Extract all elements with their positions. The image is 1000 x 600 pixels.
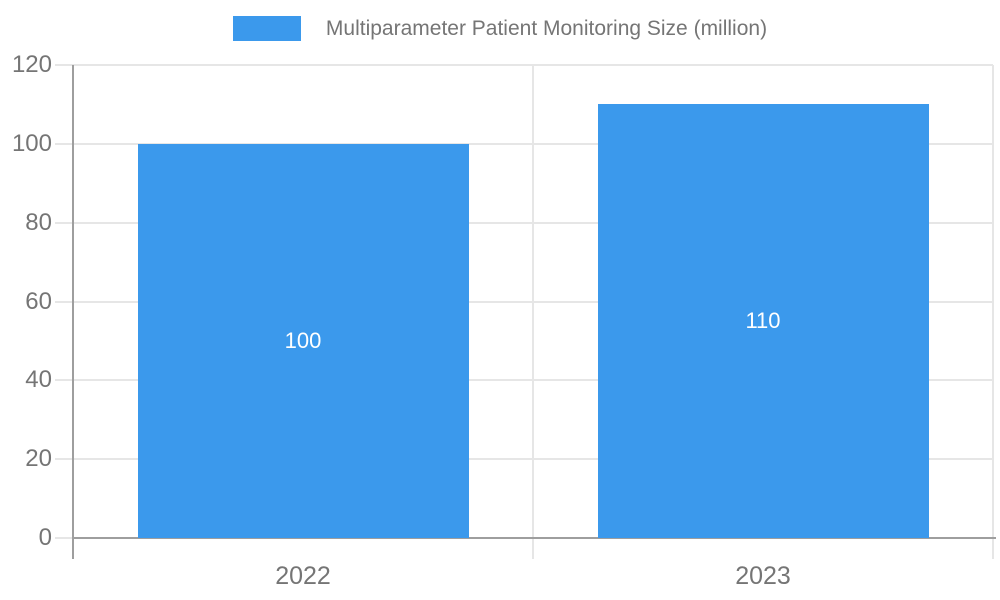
y-tick-label: 60 xyxy=(25,287,52,315)
bar-value-label: 100 xyxy=(284,327,322,353)
legend-swatch xyxy=(232,16,301,41)
gridline-vertical xyxy=(992,65,994,559)
y-tick-label: 100 xyxy=(11,129,52,157)
gridline-horizontal xyxy=(55,379,993,382)
y-tick-label: 0 xyxy=(38,524,52,551)
y-tick-label: 20 xyxy=(25,445,52,473)
y-tick-label: 120 xyxy=(11,51,52,78)
bar xyxy=(137,143,469,538)
x-axis-line xyxy=(72,537,996,539)
gridline-horizontal xyxy=(55,458,993,461)
x-tick-label: 2023 xyxy=(735,562,791,590)
gridline-horizontal xyxy=(55,300,993,303)
gridline-horizontal xyxy=(55,142,993,145)
y-tick-label: 80 xyxy=(25,208,52,236)
gridline-horizontal xyxy=(55,64,993,66)
gridline-vertical xyxy=(532,65,534,559)
gridline-horizontal xyxy=(55,221,993,224)
y-tick-label: 40 xyxy=(25,366,52,394)
bar-value-label: 110 xyxy=(745,308,781,334)
y-axis-line xyxy=(72,65,74,559)
legend-label: Multiparameter Patient Monitoring Size (… xyxy=(325,16,768,40)
legend: Multiparameter Patient Monitoring Size (… xyxy=(0,16,1000,41)
bar xyxy=(597,104,929,538)
x-tick-label: 2022 xyxy=(275,562,331,590)
